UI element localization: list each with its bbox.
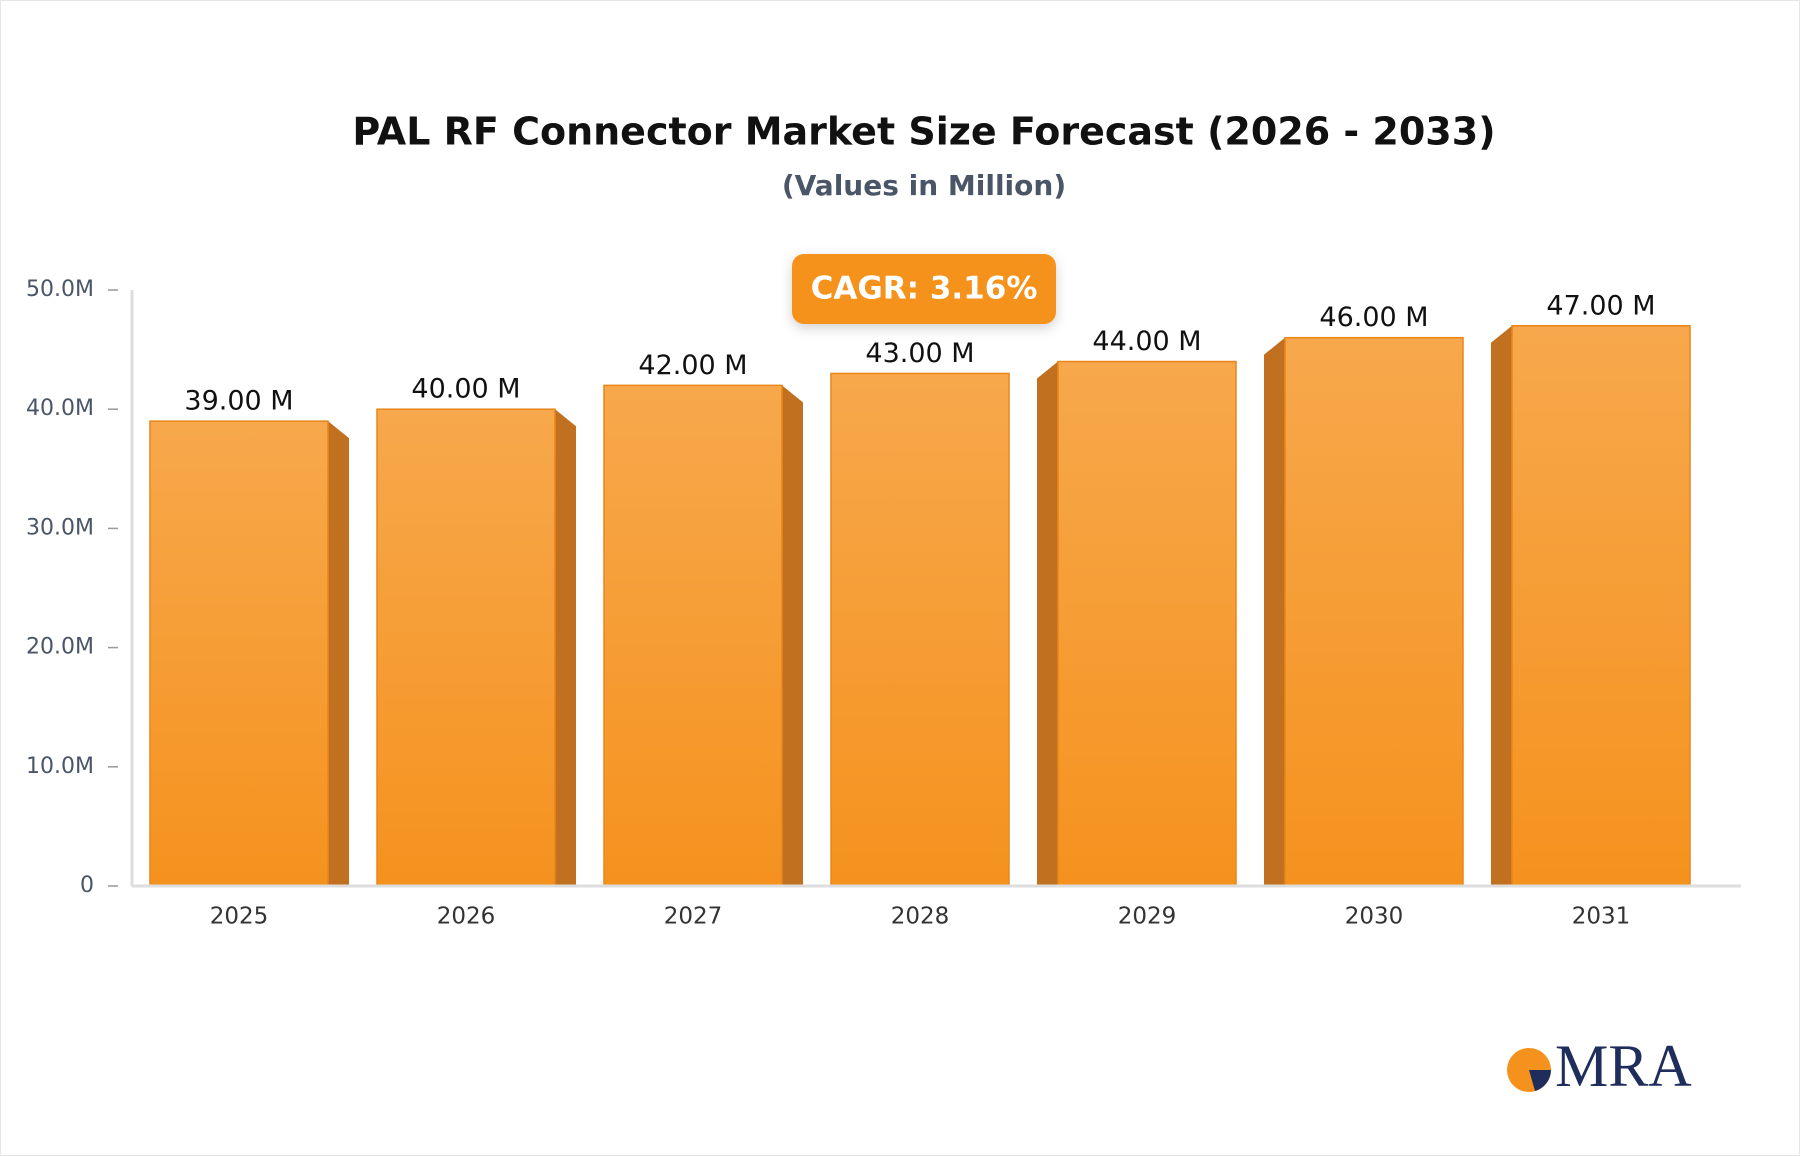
logo-icon [1529, 1070, 1551, 1091]
bar [830, 372, 1010, 887]
y-tick-label: 30.0M [26, 515, 94, 540]
value-label: 42.00 M [638, 350, 747, 381]
bar [149, 420, 329, 887]
annotation-box [792, 254, 1056, 324]
bar [1511, 325, 1691, 887]
bar-side [1264, 337, 1285, 886]
value-label: 39.00 M [184, 386, 293, 417]
x-tick-label: 2029 [1118, 904, 1177, 930]
logo-text: MRA [1555, 1033, 1692, 1099]
bar [603, 384, 783, 887]
bar-side [1491, 325, 1512, 886]
annotation: CAGR: 3.16% [811, 271, 1038, 307]
chart-title: PAL RF Connector Market Size Forecast (2… [352, 110, 1495, 154]
y-tick-label: 50.0M [26, 277, 94, 302]
bar [376, 408, 556, 887]
y-tick-label: 10.0M [26, 754, 94, 779]
value-label: 47.00 M [1546, 290, 1655, 321]
bar [1057, 360, 1237, 887]
y-tick-label: 40.0M [26, 396, 94, 421]
chart-subtitle: (Values in Million) [782, 169, 1066, 202]
x-tick-label: 2028 [891, 904, 950, 930]
bar-side [555, 409, 576, 886]
x-tick-label: 2031 [1572, 904, 1631, 930]
plot-area: 0 10.0M 20.0M 30.0M 40.0M 50.0M 39.00 M 2025 40.… [26, 277, 1741, 930]
bar [1284, 336, 1464, 887]
bar-side [328, 421, 349, 886]
value-label: 44.00 M [1092, 326, 1201, 357]
value-label: 43.00 M [865, 338, 974, 369]
y-tick-label: 20.0M [26, 635, 94, 660]
x-tick-label: 2025 [210, 904, 269, 930]
value-label: 40.00 M [411, 374, 520, 405]
x-tick-label: 2026 [437, 904, 496, 930]
x-tick-label: 2027 [664, 904, 723, 930]
value-label: 46.00 M [1319, 302, 1428, 333]
y-tick-label: 0 [80, 873, 94, 898]
bar-side [1037, 361, 1058, 886]
x-tick-label: 2030 [1345, 904, 1404, 930]
bar-side [782, 385, 803, 886]
logo: MRA [1507, 1033, 1692, 1099]
